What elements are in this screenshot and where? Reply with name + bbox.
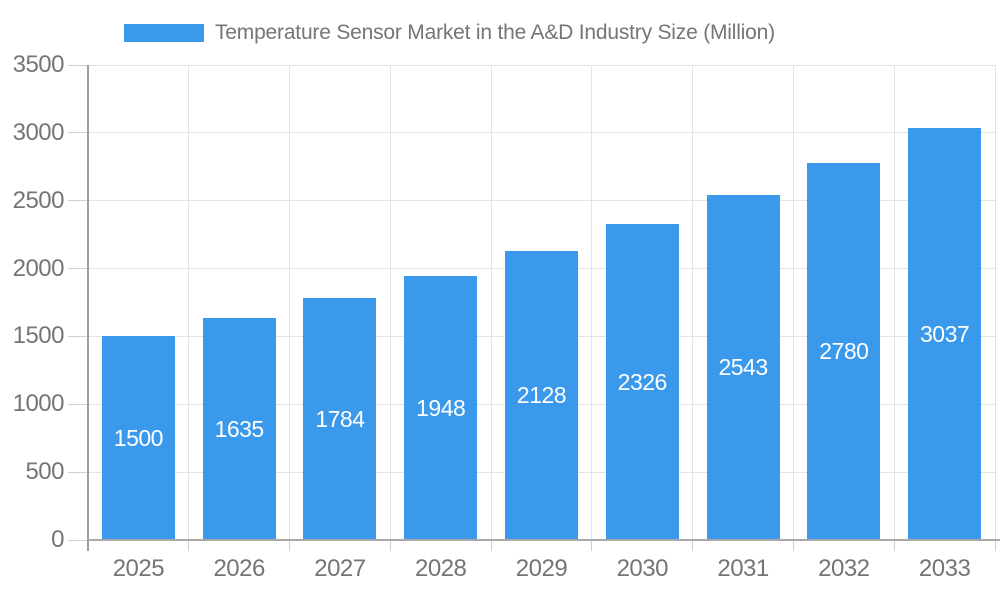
x-axis-label: 2027: [314, 555, 366, 582]
y-axis-label: 500: [25, 458, 64, 486]
bar-value-label: 2128: [516, 382, 567, 408]
legend-label: Temperature Sensor Market in the A&D Ind…: [215, 21, 775, 44]
bar-value-label: 3037: [920, 320, 970, 347]
legend-swatch-icon[interactable]: [124, 24, 204, 42]
x-tick: [389, 540, 391, 551]
x-tick: [994, 540, 996, 551]
x-axis-label: 2033: [918, 555, 971, 582]
bar-2029[interactable]: [505, 251, 578, 540]
x-tick: [692, 540, 694, 551]
x-axis-label: 2029: [515, 555, 568, 582]
x-axis-label: 2032: [818, 555, 870, 582]
y-gridline: [88, 200, 995, 202]
x-gridline: [893, 65, 895, 540]
bar-value-label: 2543: [718, 354, 768, 380]
y-tick: [68, 335, 88, 337]
bar-2026[interactable]: [202, 318, 276, 540]
x-axis-label: 2026: [213, 555, 265, 582]
y-axis-label: 1500: [12, 322, 65, 350]
x-gridline: [188, 65, 190, 540]
x-gridline: [389, 65, 391, 540]
x-gridline: [591, 65, 593, 540]
x-tick: [490, 540, 492, 551]
x-axis-label: 2030: [616, 555, 669, 582]
bar-2030[interactable]: [605, 224, 679, 540]
bar-2025[interactable]: [101, 336, 175, 540]
y-axis-label: 2500: [12, 186, 65, 214]
y-gridline: [88, 132, 995, 134]
y-axis-line: [87, 65, 89, 551]
y-tick: [68, 471, 88, 473]
x-axis-label: 2028: [415, 555, 467, 582]
x-tick: [188, 540, 190, 551]
bar-2033[interactable]: [908, 128, 982, 540]
y-tick: [68, 268, 88, 270]
bar-2032[interactable]: [807, 163, 881, 540]
x-tick: [792, 540, 794, 551]
y-tick: [68, 539, 88, 541]
bar-2031[interactable]: [706, 195, 780, 540]
y-axis-label: 3000: [12, 118, 65, 146]
y-tick: [68, 64, 88, 66]
y-gridline: [88, 64, 995, 66]
y-tick: [68, 200, 88, 202]
y-tick: [68, 132, 88, 134]
x-gridline: [490, 65, 492, 540]
x-gridline: [792, 65, 794, 540]
bar-value-label: 1500: [113, 424, 164, 451]
y-tick: [68, 403, 88, 405]
x-tick: [591, 540, 593, 551]
y-axis-label: 1000: [12, 390, 65, 418]
y-axis-label: 2000: [12, 254, 65, 282]
x-gridline: [289, 65, 291, 540]
bar-value-label: 2326: [617, 368, 668, 395]
x-tick: [893, 540, 895, 551]
x-axis-label: 2025: [112, 555, 165, 582]
x-gridline: [994, 65, 996, 540]
bar-value-label: 1948: [416, 394, 466, 421]
x-axis-label: 2031: [717, 555, 769, 582]
y-axis-label: 0: [51, 526, 64, 553]
x-axis-line: [88, 539, 1000, 541]
x-tick: [289, 540, 291, 551]
legend: Temperature Sensor Market in the A&D Ind…: [0, 0, 1000, 55]
x-gridline: [692, 65, 694, 540]
y-axis-label: 3500: [12, 51, 65, 78]
bar-2028[interactable]: [404, 276, 478, 540]
bar-value-label: 1635: [214, 415, 265, 442]
bar-value-label: 1784: [315, 405, 365, 432]
bar-2027[interactable]: [303, 298, 377, 540]
bar-value-label: 2780: [819, 338, 869, 364]
